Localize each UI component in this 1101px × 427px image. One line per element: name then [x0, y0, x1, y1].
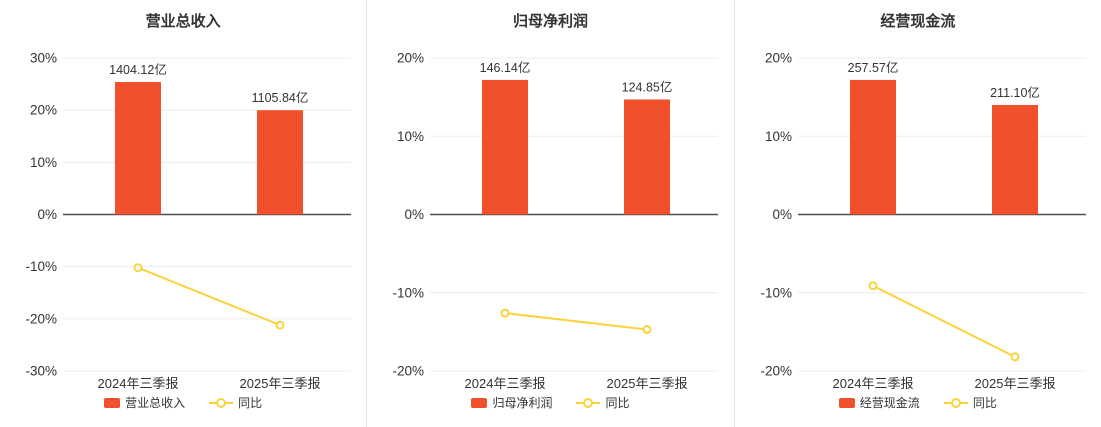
x-axis-label: 2024年三季报	[98, 376, 179, 391]
bar-value-label: 257.57亿	[847, 60, 898, 75]
y-tick-label: -10%	[26, 259, 58, 274]
bar[interactable]	[624, 99, 671, 215]
yoy-point[interactable]	[642, 325, 652, 335]
bar[interactable]	[482, 79, 529, 215]
bar-value-label: 124.85亿	[622, 79, 673, 94]
y-tick-label: 20%	[765, 51, 792, 66]
y-tick-label: -20%	[393, 364, 425, 379]
yoy-point[interactable]	[500, 308, 510, 318]
yoy-point[interactable]	[1010, 352, 1020, 362]
legend-label-bar-series: 营业总收入	[125, 396, 186, 410]
x-axis-label: 2024年三季报	[832, 376, 913, 391]
legend-label-yoy: 同比	[972, 396, 997, 410]
legend-label-yoy: 同比	[605, 396, 630, 410]
y-tick-label: -30%	[26, 364, 58, 379]
y-tick-label: 0%	[38, 207, 58, 222]
operating-revenue-plot: 30% 20% 10% 0% -10% -20% -30% 1404.12亿 2024年三季报 1…	[26, 51, 352, 391]
yoy-line	[505, 312, 648, 331]
x-axis-label: 2025年三季报	[240, 376, 321, 391]
bar-value-label: 146.14亿	[480, 60, 531, 75]
yoy-line-marker-icon	[943, 397, 968, 408]
legend-item-yoy-line[interactable]: 同比	[209, 394, 262, 411]
y-tick-label: -10%	[760, 285, 792, 300]
bar-value-label: 211.10亿	[990, 85, 1040, 100]
yoy-line	[872, 284, 1016, 358]
yoy-point[interactable]	[275, 320, 285, 330]
y-tick-label: 0%	[405, 207, 425, 222]
legend-item-yoy-line[interactable]: 同比	[576, 394, 630, 411]
y-tick-label: -20%	[26, 311, 58, 326]
y-tick-label: 10%	[397, 129, 424, 144]
yoy-point[interactable]	[868, 281, 878, 291]
bar[interactable]	[849, 79, 896, 215]
operating-cash-flow-plot: 20% 10% 0% -10% -20% 257.57亿 2024年三季报 211.10亿 20…	[760, 51, 1086, 391]
chart-title: 归母净利润	[512, 13, 588, 30]
chart-panel-net-profit: 归母净利润 20% 10% 0% -10% -20% 146.14亿 2024年三季报 124…	[366, 0, 733, 427]
legend-label-bar-series: 归母净利润	[492, 396, 553, 410]
chart-title: 营业总收入	[145, 13, 221, 30]
legend-item-bar-series[interactable]: 营业总收入	[104, 394, 185, 411]
legend-item-bar-series[interactable]: 归母净利润	[471, 394, 552, 411]
y-tick-label: 20%	[30, 103, 57, 118]
net-profit-plot: 20% 10% 0% -10% -20% 146.14亿 2024年三季报 124.85亿 20…	[393, 51, 719, 391]
y-tick-label: 20%	[397, 51, 424, 66]
chart-panel-operating-cash-flow: 经营现金流 20% 10% 0% -10% -20% 257.57亿 2024年三季报 211…	[733, 0, 1101, 427]
y-tick-label: 0%	[772, 207, 792, 222]
chart-panel-operating-revenue: 营业总收入 30% 20% 10% 0% -10% -20% -30% 1404.12亿 202…	[0, 0, 366, 427]
bar[interactable]	[257, 110, 304, 215]
yoy-line-marker-icon	[209, 397, 234, 408]
chart-legend: 归母净利润 同比	[471, 394, 630, 411]
y-tick-label: 10%	[30, 155, 57, 170]
chart-title: 经营现金流	[880, 13, 956, 30]
bar-series-swatch-icon	[104, 397, 121, 408]
yoy-line-marker-icon	[576, 397, 601, 408]
yoy-point[interactable]	[133, 263, 143, 273]
legend-item-yoy-line[interactable]: 同比	[943, 394, 997, 411]
bar-value-label: 1404.12亿	[109, 62, 167, 77]
x-axis-label: 2025年三季报	[974, 376, 1055, 391]
yoy-line	[137, 266, 281, 327]
legend-label-yoy: 同比	[238, 396, 263, 410]
y-tick-label: -10%	[393, 285, 425, 300]
bar-value-label: 1105.84亿	[252, 90, 309, 105]
bar[interactable]	[115, 81, 162, 215]
chart-legend: 经营现金流 同比	[838, 394, 997, 411]
bar-series-swatch-icon	[838, 397, 855, 408]
legend-label-bar-series: 经营现金流	[859, 396, 920, 410]
legend-item-bar-series[interactable]: 经营现金流	[838, 394, 920, 411]
y-tick-label: 10%	[765, 129, 792, 144]
y-tick-label: 30%	[30, 51, 57, 66]
x-axis-label: 2024年三季报	[465, 376, 546, 391]
chart-legend: 营业总收入 同比	[104, 394, 262, 411]
bar[interactable]	[991, 104, 1038, 215]
x-axis-label: 2025年三季报	[607, 376, 688, 391]
y-tick-label: -20%	[760, 364, 792, 379]
bar-series-swatch-icon	[471, 397, 488, 408]
